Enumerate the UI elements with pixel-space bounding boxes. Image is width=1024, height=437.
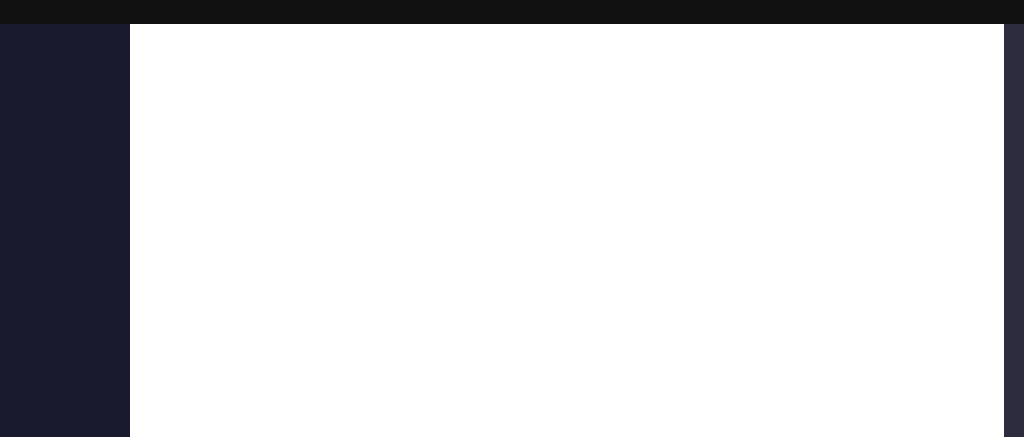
Text: (C) positive resonance effect (+R): (C) positive resonance effect (+R) xyxy=(153,371,630,395)
Text: (A) positive inductive effects (+I): (A) positive inductive effects (+I) xyxy=(153,245,621,269)
Text: (D) negative resonance effect (–R): (D) negative resonance effect (–R) xyxy=(153,435,633,437)
Text: (B) negative inductive effect (–I): (B) negative inductive effect (–I) xyxy=(153,308,609,332)
Text: 2:01 PM  Mon 11 Mar: 2:01 PM Mon 11 Mar xyxy=(140,7,244,17)
Text: [2017]: [2017] xyxy=(882,177,978,202)
Text: of  chlorobenzene,  the  ortho/para-directing: of chlorobenzene, the ortho/para-directi… xyxy=(153,114,798,139)
Text: ability of chlorine is due to its: ability of chlorine is due to its xyxy=(153,177,588,202)
Text: In electrophilic aromatic substitution reactions: In electrophilic aromatic substitution r… xyxy=(153,50,841,75)
